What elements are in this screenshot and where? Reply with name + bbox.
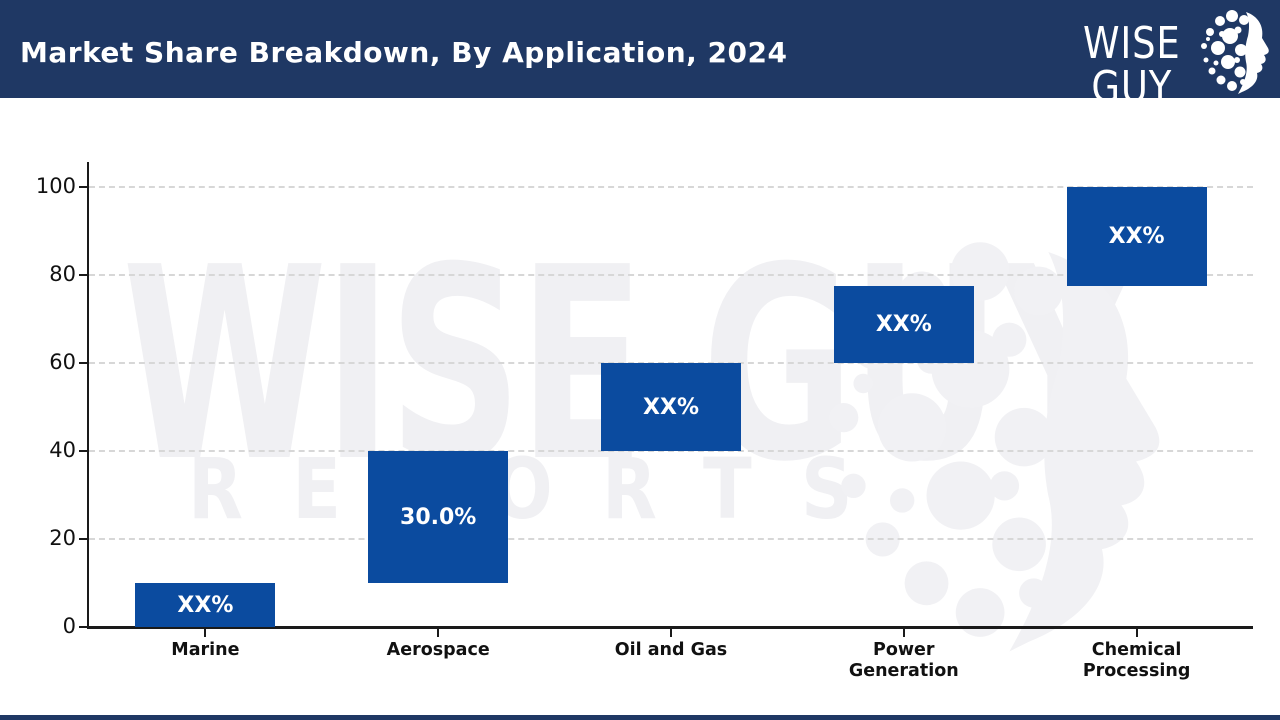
watermark-brand-subname: REPORTS: [188, 440, 902, 538]
y-tick-mark: [79, 186, 87, 188]
gridline: [89, 186, 1253, 188]
y-tick-label: 100: [35, 174, 76, 198]
gridline: [89, 538, 1253, 540]
x-axis-category-label: Chemical Processing: [1082, 640, 1191, 681]
gridline: [89, 450, 1253, 452]
x-axis-category-label: Aerospace: [386, 640, 490, 660]
y-tick-label: 80: [49, 262, 76, 286]
brand-logo: WISE GUY REPORTS: [1032, 4, 1272, 129]
y-tick-label: 20: [49, 526, 76, 550]
gridline: [89, 274, 1253, 276]
bar-value-label: 30.0%: [400, 504, 477, 530]
brand-name: WISE GUY: [1082, 18, 1181, 113]
bar-value-label: XX%: [177, 592, 234, 618]
x-tick-mark: [902, 629, 905, 637]
x-axis-category-label: Power Generation: [848, 640, 959, 681]
page-title: Market Share Breakdown, By Application, …: [20, 36, 788, 69]
y-tick-label: 40: [49, 438, 76, 462]
y-tick-mark: [79, 450, 87, 452]
bar: 30.0%: [368, 451, 509, 583]
x-tick-mark: [1135, 629, 1138, 637]
y-tick-mark: [79, 362, 87, 364]
footer-bar: [0, 715, 1280, 720]
y-tick-label: 60: [49, 350, 76, 374]
x-axis-category-label: Marine: [171, 640, 240, 660]
x-tick-mark: [437, 629, 440, 637]
x-axis-line: [87, 626, 1253, 629]
bar: XX%: [135, 583, 276, 627]
bar: XX%: [833, 286, 974, 363]
y-tick-mark: [79, 274, 87, 276]
header-bar: Market Share Breakdown, By Application, …: [0, 0, 1280, 129]
brand-subname: REPORTS: [1075, 111, 1193, 129]
bar: XX%: [1066, 187, 1207, 286]
bar-value-label: XX%: [1108, 224, 1165, 249]
waterfall-chart: 0 20 40 60 80 100 XX% Marine 30.0% Aerospace XX% Oi…: [0, 98, 1280, 716]
y-tick-mark: [79, 626, 87, 628]
y-tick-label: 0: [62, 614, 76, 638]
x-tick-mark: [204, 629, 207, 637]
x-tick-mark: [670, 629, 672, 637]
bar: XX%: [601, 363, 741, 451]
x-axis-category-label: Oil and Gas: [614, 640, 728, 660]
bar-value-label: XX%: [875, 312, 932, 337]
brand-logo-text: WISE GUY REPORTS: [1060, 18, 1204, 130]
y-tick-mark: [79, 538, 87, 540]
face-profile-dots-icon: [1201, 10, 1269, 94]
y-axis-line: [87, 162, 89, 629]
bar-value-label: XX%: [643, 394, 699, 420]
